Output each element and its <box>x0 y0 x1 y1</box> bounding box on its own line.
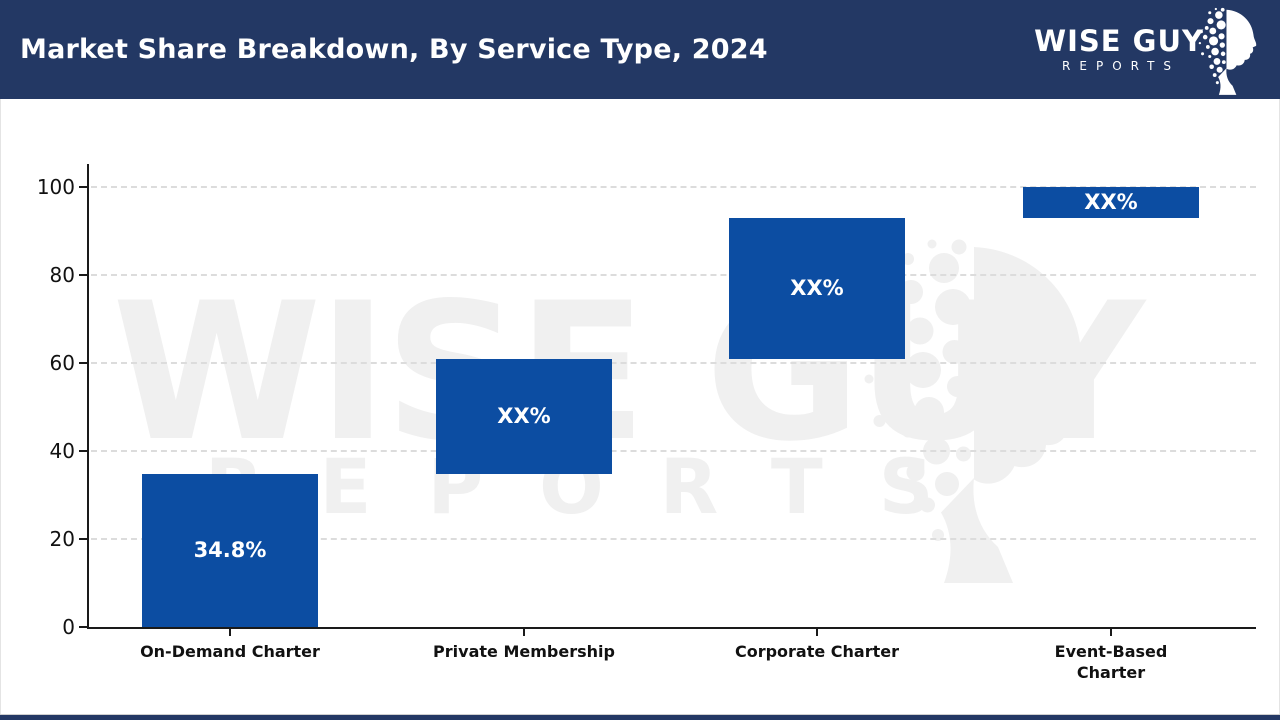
y-tick-mark <box>79 274 87 276</box>
x-axis-category-label: Private Membership <box>433 642 615 661</box>
gridline-60 <box>91 362 1256 364</box>
gridline-100 <box>91 186 1256 188</box>
x-axis-category-label: Corporate Charter <box>734 642 900 661</box>
wise-guy-logo: WISE GUY REPORTS <box>1034 4 1266 96</box>
footer-bar <box>0 714 1280 720</box>
bar-1: 34.8% <box>142 473 318 627</box>
bar-2: XX% <box>436 358 612 474</box>
x-tick-mark <box>523 629 525 636</box>
gridline-80 <box>91 274 1256 276</box>
gridline-20 <box>91 538 1256 540</box>
axis-spine-bottom <box>87 627 1256 629</box>
logo-text: WISE GUY REPORTS <box>1034 23 1204 73</box>
y-axis-tick-label: 20 <box>49 527 75 551</box>
header-bar: Market Share Breakdown, By Service Type,… <box>0 0 1280 99</box>
bar-4: XX% <box>1023 187 1199 218</box>
y-tick-mark <box>79 538 87 540</box>
y-axis-tick-label: 0 <box>62 615 75 639</box>
x-axis-category-label: Event-Based Charter <box>1054 642 1168 682</box>
y-axis-tick-label: 100 <box>36 175 75 199</box>
gridline-40 <box>91 450 1256 452</box>
y-tick-mark <box>79 186 87 188</box>
y-axis-tick-label: 40 <box>49 439 75 463</box>
bar-value-label: XX% <box>790 276 844 301</box>
x-tick-mark <box>1110 629 1112 636</box>
x-tick-mark <box>229 629 231 636</box>
bar-value-label: XX% <box>1084 190 1138 215</box>
x-tick-mark <box>816 629 818 636</box>
y-tick-mark <box>79 626 87 628</box>
y-tick-mark <box>79 450 87 452</box>
bar-value-label: XX% <box>497 404 551 429</box>
x-axis-category-label: On-Demand Charter <box>140 642 320 661</box>
logo-face-icon <box>1198 7 1257 95</box>
bar-value-label: 34.8% <box>193 538 267 563</box>
y-axis-tick-label: 60 <box>49 351 75 375</box>
logo-wordmark: WISE GUY <box>1034 23 1204 58</box>
bar-3: XX% <box>729 217 905 359</box>
logo-subtitle: REPORTS <box>1062 58 1181 73</box>
page-title: Market Share Breakdown, By Service Type,… <box>20 34 768 65</box>
y-axis-tick-label: 80 <box>49 263 75 287</box>
axis-spine-left <box>87 164 89 629</box>
y-tick-mark <box>79 362 87 364</box>
